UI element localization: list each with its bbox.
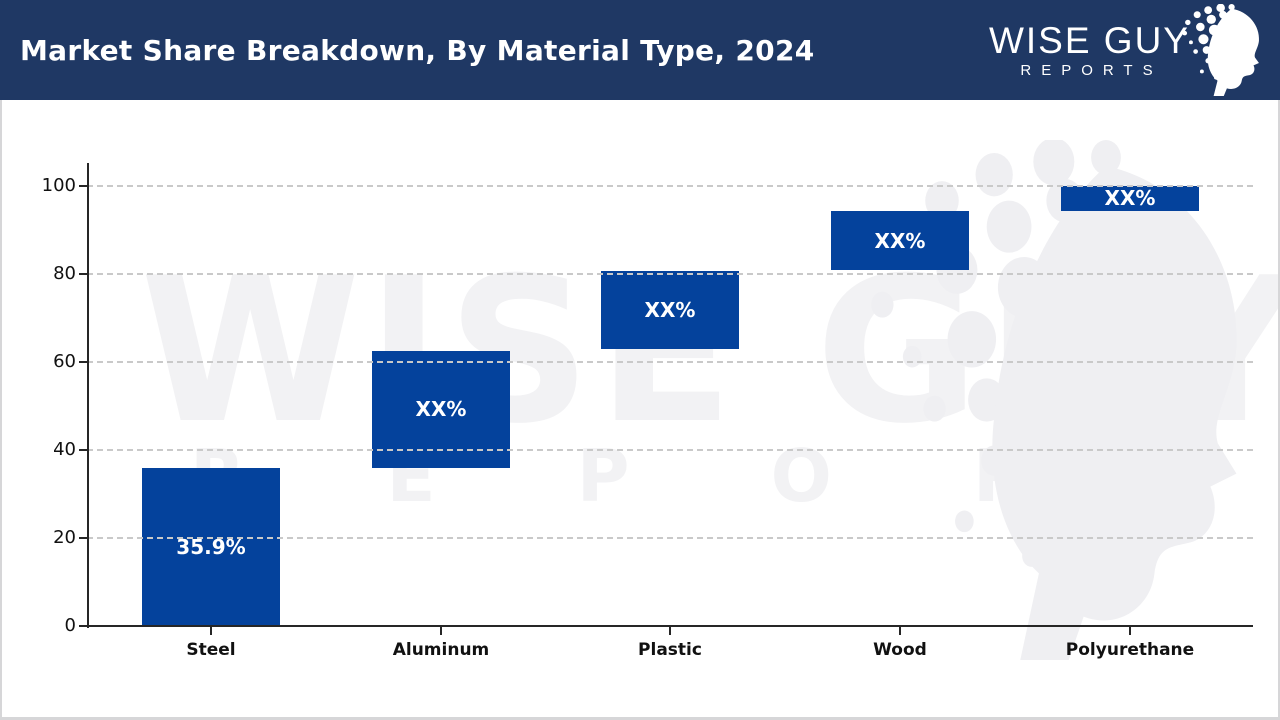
bar-value-label: XX% bbox=[415, 397, 467, 422]
x-label-wood: Wood bbox=[873, 640, 927, 660]
y-tick-label-0: 0 bbox=[64, 615, 76, 636]
x-label-aluminum: Aluminum bbox=[392, 640, 490, 660]
x-tick-steel bbox=[210, 627, 212, 635]
bar-aluminum: XX% bbox=[372, 350, 510, 469]
y-axis-line bbox=[87, 163, 89, 628]
gridline-80 bbox=[87, 273, 1253, 275]
wiseguy-logo: WISE GUY REPORTS bbox=[989, 3, 1266, 97]
logo-wordmark: WISE GUY bbox=[988, 20, 1190, 61]
bar-value-label: XX% bbox=[874, 228, 926, 253]
bar-value-label: XX% bbox=[1104, 186, 1156, 211]
y-tick-20 bbox=[79, 537, 87, 539]
page-border-bottom bbox=[0, 717, 1280, 720]
y-tick-80 bbox=[79, 273, 87, 275]
y-tick-100 bbox=[79, 185, 87, 187]
x-tick-aluminum bbox=[440, 627, 442, 635]
bar-plastic: XX% bbox=[601, 270, 739, 350]
y-tick-label-20: 20 bbox=[53, 527, 76, 548]
bar-value-label: 35.9% bbox=[176, 535, 246, 559]
logo-subtitle: REPORTS bbox=[1020, 62, 1163, 79]
page-border-right bbox=[1278, 100, 1280, 720]
gridline-60 bbox=[87, 361, 1253, 363]
y-tick-40 bbox=[79, 449, 87, 451]
y-tick-label-40: 40 bbox=[53, 439, 76, 460]
y-tick-label-80: 80 bbox=[53, 263, 76, 284]
x-label-steel: Steel bbox=[186, 640, 236, 660]
logo-text: WISE GUY REPORTS bbox=[989, 22, 1190, 78]
y-tick-label-60: 60 bbox=[53, 351, 76, 372]
gridline-40 bbox=[87, 449, 1253, 451]
x-label-plastic: Plastic bbox=[638, 640, 702, 660]
x-label-polyurethane: Polyurethane bbox=[1065, 640, 1195, 660]
y-tick-label-100: 100 bbox=[41, 175, 76, 196]
page-border-left bbox=[0, 100, 2, 720]
gridline-100 bbox=[87, 185, 1253, 187]
page-title: Market Share Breakdown, By Material Type… bbox=[20, 33, 815, 67]
watermark-face-icon bbox=[860, 137, 1270, 660]
bar-value-label: XX% bbox=[644, 298, 696, 323]
x-tick-plastic bbox=[669, 627, 671, 635]
x-tick-wood bbox=[899, 627, 901, 635]
header-bar: Market Share Breakdown, By Material Type… bbox=[0, 0, 1280, 100]
gridline-20 bbox=[87, 537, 1253, 539]
bar-polyurethane: XX% bbox=[1061, 186, 1199, 211]
bar-steel: 35.9% bbox=[142, 468, 280, 626]
bar-wood: XX% bbox=[831, 211, 969, 271]
y-tick-0 bbox=[79, 625, 87, 627]
y-tick-60 bbox=[79, 361, 87, 363]
x-axis-line bbox=[87, 625, 1253, 627]
x-tick-polyurethane bbox=[1129, 627, 1131, 635]
logo-face-icon bbox=[1180, 3, 1266, 97]
